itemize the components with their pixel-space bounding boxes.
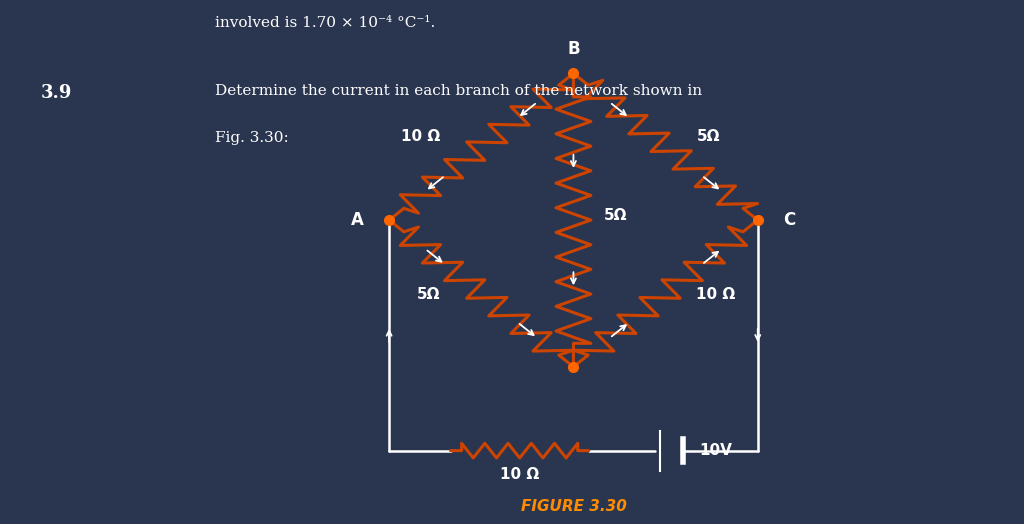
Text: FIGURE 3.30: FIGURE 3.30	[520, 498, 627, 514]
Text: 5Ω: 5Ω	[696, 129, 720, 145]
Text: C: C	[783, 211, 796, 229]
Text: Determine the current in each branch of the network shown in: Determine the current in each branch of …	[215, 84, 702, 98]
Text: 10 Ω: 10 Ω	[696, 287, 735, 302]
Text: A: A	[350, 211, 364, 229]
Text: 5Ω: 5Ω	[604, 208, 628, 223]
Text: Fig. 3.30:: Fig. 3.30:	[215, 131, 289, 145]
Text: 10 Ω: 10 Ω	[500, 467, 540, 483]
Text: 10V: 10V	[699, 443, 732, 458]
Text: B: B	[567, 40, 580, 58]
Text: 5Ω: 5Ω	[417, 287, 440, 302]
Text: involved is 1.70 × 10⁻⁴ °C⁻¹.: involved is 1.70 × 10⁻⁴ °C⁻¹.	[215, 16, 435, 30]
Text: 10 Ω: 10 Ω	[401, 129, 440, 145]
Text: 3.9: 3.9	[41, 84, 73, 102]
